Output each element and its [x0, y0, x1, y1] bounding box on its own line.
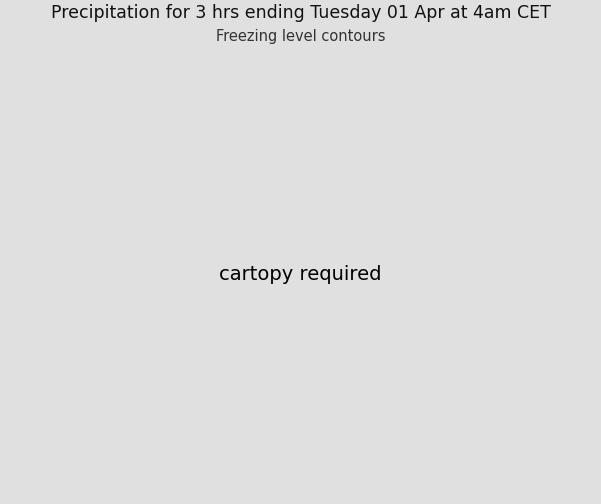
Text: Precipitation for 3 hrs ending Tuesday 01 Apr at 4am CET: Precipitation for 3 hrs ending Tuesday 0…	[50, 5, 551, 22]
Text: Freezing level contours: Freezing level contours	[216, 29, 385, 44]
Text: cartopy required: cartopy required	[219, 265, 382, 284]
